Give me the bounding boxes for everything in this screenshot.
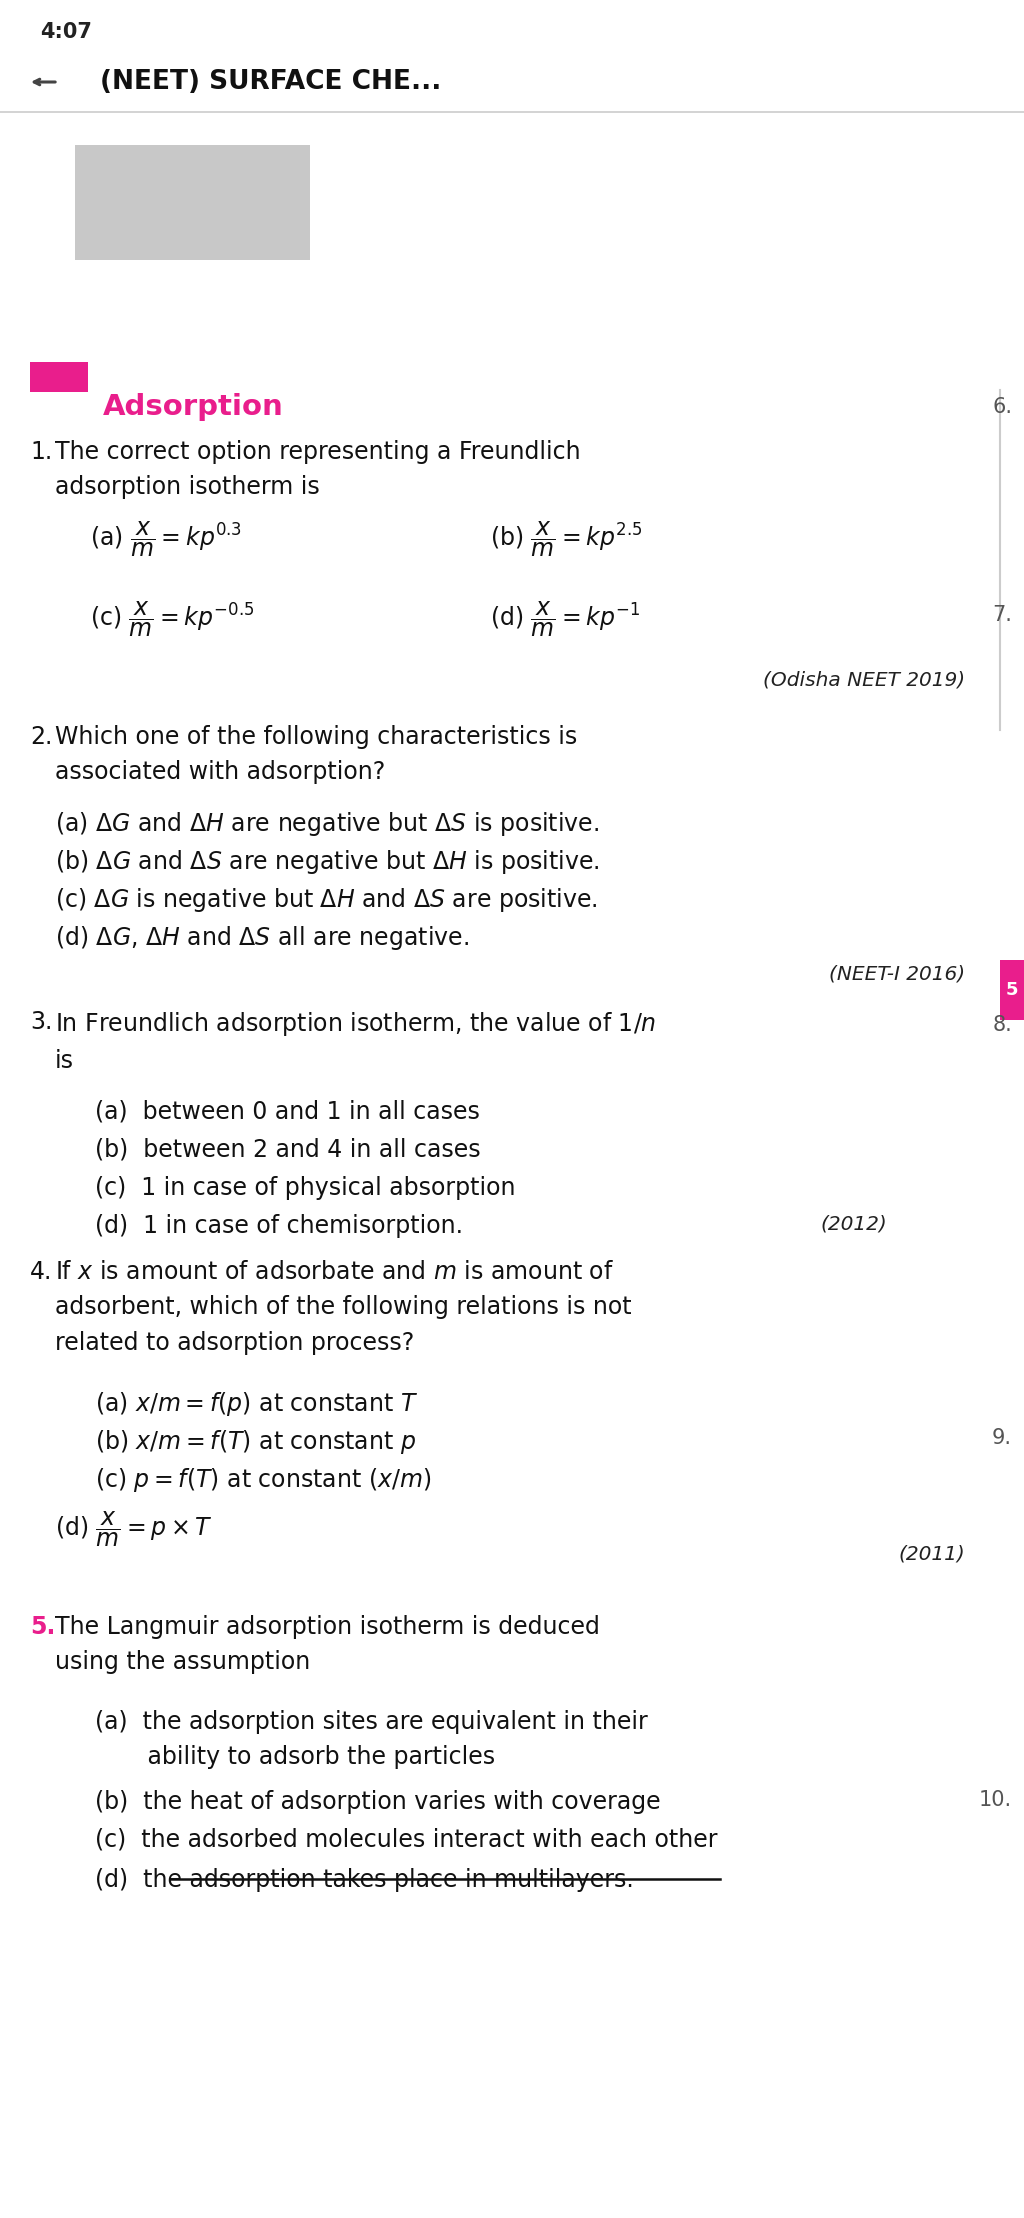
Text: (c)  the adsorbed molecules interact with each other: (c) the adsorbed molecules interact with… bbox=[95, 1828, 718, 1852]
Text: (c) $p = f(T)$ at constant $(x/m)$: (c) $p = f(T)$ at constant $(x/m)$ bbox=[95, 1466, 431, 1495]
Text: (d) $\dfrac{x}{m} = kp^{-1}$: (d) $\dfrac{x}{m} = kp^{-1}$ bbox=[490, 601, 640, 639]
Text: (d) $\Delta G$, $\Delta H$ and $\Delta S$ all are negative.: (d) $\Delta G$, $\Delta H$ and $\Delta S… bbox=[55, 925, 469, 952]
FancyBboxPatch shape bbox=[75, 144, 310, 260]
Text: (d) $\dfrac{x}{m} = p \times T$: (d) $\dfrac{x}{m} = p \times T$ bbox=[55, 1510, 213, 1550]
Text: In Freundlich adsorption isotherm, the value of $1/n$
is: In Freundlich adsorption isotherm, the v… bbox=[55, 1009, 656, 1074]
Text: (a) $\Delta G$ and $\Delta H$ are negative but $\Delta S$ is positive.: (a) $\Delta G$ and $\Delta H$ are negati… bbox=[55, 810, 599, 838]
Text: (a) $\dfrac{x}{m} = kp^{0.3}$: (a) $\dfrac{x}{m} = kp^{0.3}$ bbox=[90, 519, 242, 559]
Text: (2011): (2011) bbox=[898, 1546, 965, 1564]
Text: (2012): (2012) bbox=[820, 1213, 887, 1233]
Text: 7.: 7. bbox=[992, 606, 1012, 625]
Text: 4:07: 4:07 bbox=[40, 22, 92, 42]
Text: 8.: 8. bbox=[992, 1016, 1012, 1036]
Text: (NEET) SURFACE CHE...: (NEET) SURFACE CHE... bbox=[100, 69, 441, 95]
Text: Which one of the following characteristics is
associated with adsorption?: Which one of the following characteristi… bbox=[55, 725, 578, 785]
Text: (b)  between 2 and 4 in all cases: (b) between 2 and 4 in all cases bbox=[95, 1138, 480, 1162]
Text: (b) $\Delta G$ and $\Delta S$ are negative but $\Delta H$ is positive.: (b) $\Delta G$ and $\Delta S$ are negati… bbox=[55, 847, 600, 876]
Text: (a) $x/m = f(p)$ at constant $T$: (a) $x/m = f(p)$ at constant $T$ bbox=[95, 1391, 418, 1417]
Text: 4.: 4. bbox=[30, 1260, 52, 1284]
Text: Adsorption: Adsorption bbox=[103, 393, 284, 421]
Text: (a)  the adsorption sites are equivalent in their
       ability to adsorb the p: (a) the adsorption sites are equivalent … bbox=[95, 1710, 648, 1770]
Text: 5.1: 5.1 bbox=[41, 397, 78, 417]
FancyBboxPatch shape bbox=[1000, 960, 1024, 1020]
FancyBboxPatch shape bbox=[30, 362, 88, 393]
Text: 5.: 5. bbox=[30, 1615, 55, 1639]
Text: (a)  between 0 and 1 in all cases: (a) between 0 and 1 in all cases bbox=[95, 1100, 480, 1125]
Text: (b) $x/m = f(T)$ at constant $p$: (b) $x/m = f(T)$ at constant $p$ bbox=[95, 1428, 416, 1455]
Text: (NEET-I 2016): (NEET-I 2016) bbox=[828, 965, 965, 985]
Text: 5: 5 bbox=[1006, 980, 1018, 998]
Text: 1.: 1. bbox=[30, 439, 52, 464]
Text: The correct option representing a Freundlich
adsorption isotherm is: The correct option representing a Freund… bbox=[55, 439, 581, 499]
Text: (d)  1 in case of chemisorption.: (d) 1 in case of chemisorption. bbox=[95, 1213, 463, 1238]
Text: (Odisha NEET 2019): (Odisha NEET 2019) bbox=[763, 670, 965, 690]
Text: (b) $\dfrac{x}{m} = kp^{2.5}$: (b) $\dfrac{x}{m} = kp^{2.5}$ bbox=[490, 519, 642, 559]
Text: (b)  the heat of adsorption varies with coverage: (b) the heat of adsorption varies with c… bbox=[95, 1790, 660, 1814]
Text: 6.: 6. bbox=[992, 397, 1012, 417]
Text: 3.: 3. bbox=[30, 1009, 52, 1034]
Text: 9.: 9. bbox=[992, 1428, 1012, 1448]
Text: The Langmuir adsorption isotherm is deduced
using the assumption: The Langmuir adsorption isotherm is dedu… bbox=[55, 1615, 600, 1675]
Text: (c) $\Delta G$ is negative but $\Delta H$ and $\Delta S$ are positive.: (c) $\Delta G$ is negative but $\Delta H… bbox=[55, 885, 598, 914]
Text: (d)  the adsorption takes place in multilayers.: (d) the adsorption takes place in multil… bbox=[95, 1868, 634, 1892]
Text: If $x$ is amount of adsorbate and $m$ is amount of
adsorbent, which of the follo: If $x$ is amount of adsorbate and $m$ is… bbox=[55, 1260, 632, 1355]
Text: 10.: 10. bbox=[979, 1790, 1012, 1810]
Text: (c) $\dfrac{x}{m} = kp^{-0.5}$: (c) $\dfrac{x}{m} = kp^{-0.5}$ bbox=[90, 601, 254, 639]
Text: (c)  1 in case of physical absorption: (c) 1 in case of physical absorption bbox=[95, 1176, 515, 1200]
Text: 2.: 2. bbox=[30, 725, 52, 750]
